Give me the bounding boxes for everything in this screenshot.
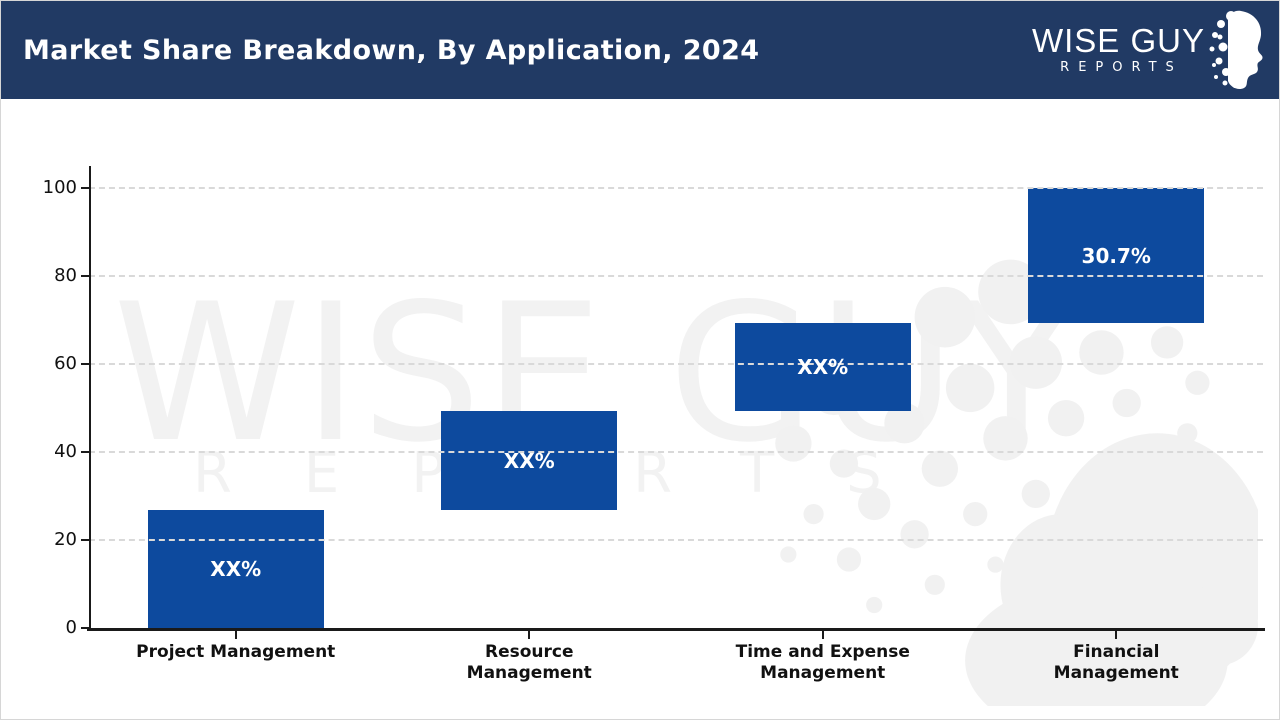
y-tick-label-0: 0: [65, 617, 77, 638]
y-axis-spine: [89, 166, 91, 628]
logo-name-text: WISE GUY: [1031, 21, 1205, 59]
x-category-label-3: Financial Management: [1053, 642, 1179, 683]
bar-label-3: 30.7%: [1081, 243, 1151, 268]
y-tick-mark-20: [81, 539, 89, 541]
y-tick-label-40: 40: [54, 441, 77, 462]
x-tick-mark-3: [1115, 631, 1118, 639]
bar-3: [1028, 188, 1205, 324]
gridline-100: [89, 187, 1263, 189]
gridline-80: [89, 275, 1263, 277]
page-title: Market Share Breakdown, By Application, …: [23, 34, 760, 66]
gridline-20: [89, 539, 1263, 541]
bar-label-2: XX%: [797, 355, 849, 380]
y-tick-label-20: 20: [54, 529, 77, 550]
y-tick-label-100: 100: [42, 177, 77, 198]
x-tick-mark-1: [528, 631, 531, 639]
bar-label-0: XX%: [210, 557, 262, 582]
logo-sub-text: REPORTS: [1060, 59, 1183, 75]
y-tick-mark-60: [81, 363, 89, 365]
y-tick-mark-80: [81, 275, 89, 277]
x-category-label-1: Resource Management: [466, 642, 592, 683]
wise-guy-logo: WISE GUY REPORTS: [1032, 7, 1269, 91]
x-tick-mark-0: [234, 631, 237, 639]
y-tick-label-80: 80: [54, 265, 77, 286]
x-category-label-0: Project Management: [136, 642, 336, 662]
bar-2: [734, 323, 911, 412]
bar-label-1: XX%: [503, 448, 555, 473]
y-tick-mark-40: [81, 451, 89, 453]
x-axis-spine: [87, 628, 1265, 631]
y-tick-mark-0: [81, 627, 89, 629]
x-category-label-2: Time and Expense Management: [735, 642, 910, 683]
x-tick-mark-2: [821, 631, 824, 639]
bar-1: [441, 411, 618, 511]
gridline-60: [89, 363, 1263, 365]
y-tick-label-60: 60: [54, 353, 77, 374]
header: Market Share Breakdown, By Application, …: [1, 1, 1279, 99]
gridline-40: [89, 451, 1263, 453]
bar-0: [147, 510, 324, 628]
head-dots-icon: [1209, 10, 1263, 90]
y-tick-mark-100: [81, 187, 89, 189]
logo-wordmark: WISE GUY REPORTS: [1031, 21, 1205, 75]
